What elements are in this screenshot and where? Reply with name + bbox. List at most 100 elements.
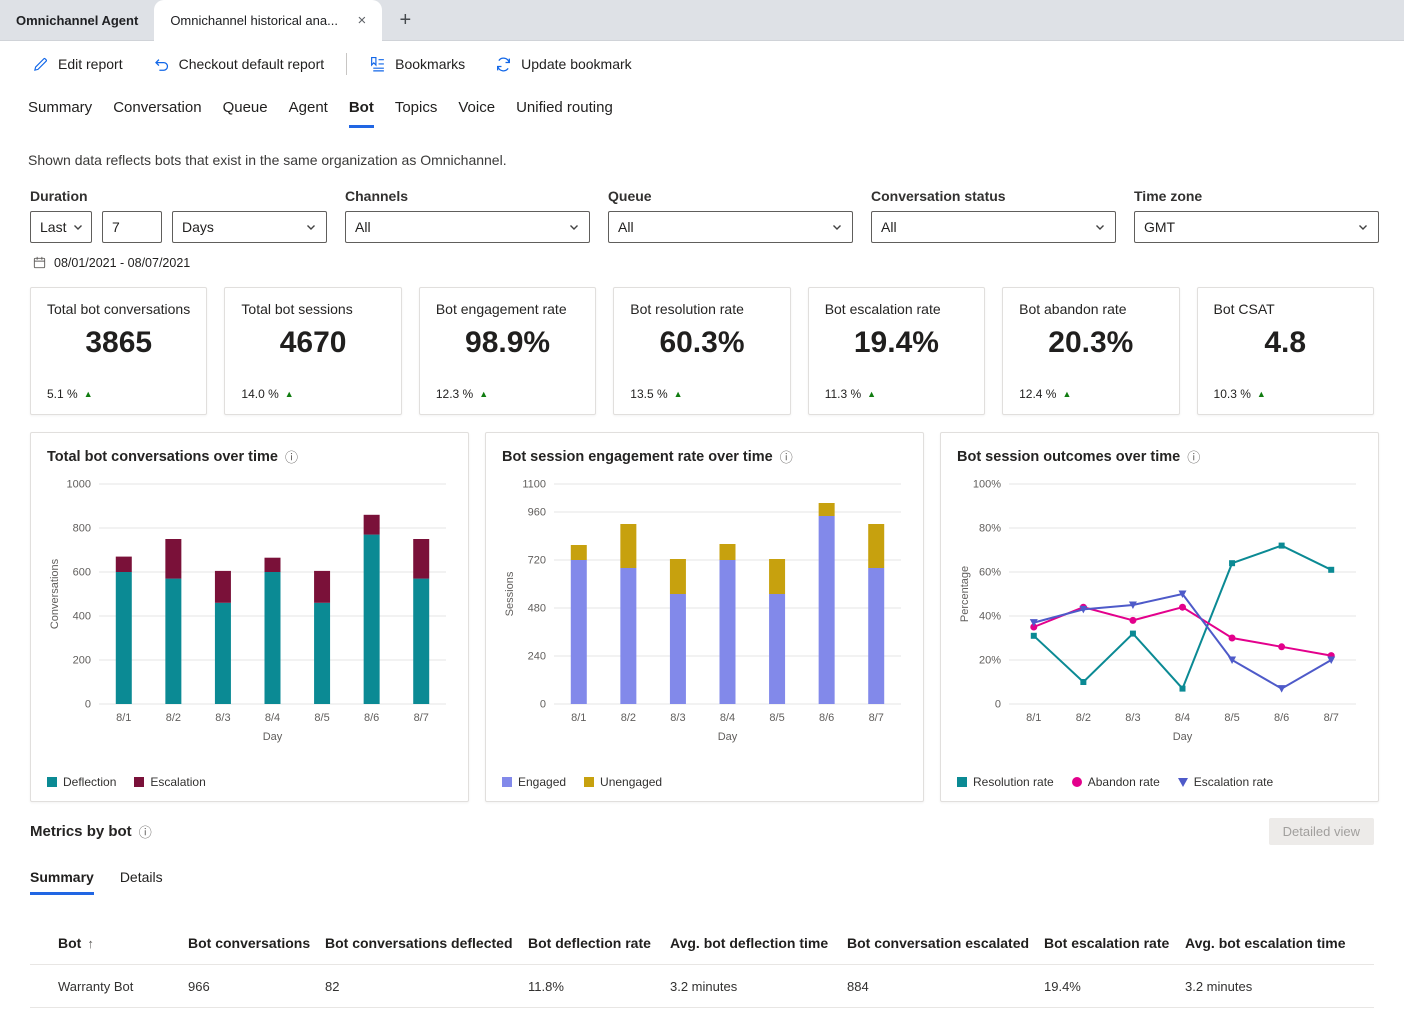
browser-tab-omnichannel-agent[interactable]: Omnichannel Agent (0, 0, 154, 40)
info-icon[interactable]: ⓘ (138, 825, 152, 840)
data-point[interactable] (1129, 630, 1136, 637)
bar-segment[interactable] (868, 524, 885, 568)
bar-segment[interactable] (818, 516, 835, 704)
browser-tab-historical-analytics[interactable]: Omnichannel historical ana... × (154, 0, 383, 41)
data-point[interactable] (1179, 603, 1186, 611)
data-point[interactable] (1277, 685, 1286, 693)
bar-segment[interactable] (669, 594, 686, 704)
data-point[interactable] (1079, 605, 1088, 614)
legend-item[interactable]: Engaged (502, 775, 566, 789)
kpi-total-bot-sessions[interactable]: Total bot sessions 4670 14.0 % ▲ (224, 287, 402, 415)
bar-segment[interactable] (818, 503, 835, 516)
kpi-total-bot-conversations[interactable]: Total bot conversations 3865 5.1 % ▲ (30, 287, 208, 415)
data-point[interactable] (1178, 590, 1187, 599)
data-point[interactable] (1129, 616, 1137, 624)
bar-segment[interactable] (115, 556, 132, 572)
tab-voice[interactable]: Voice (458, 99, 496, 116)
sort-asc-icon[interactable]: ↑ (87, 935, 94, 951)
legend-item[interactable]: Resolution rate (957, 775, 1054, 789)
data-point[interactable] (1328, 566, 1335, 573)
bar-segment[interactable] (115, 572, 132, 704)
column-header[interactable]: Avg. bot deflection time (670, 934, 829, 951)
column-header[interactable]: Bot conversations (188, 934, 311, 951)
tab-bot[interactable]: Bot (348, 99, 374, 128)
bar-segment[interactable] (413, 539, 430, 579)
bar-segment[interactable] (769, 594, 786, 704)
data-point[interactable] (1278, 542, 1285, 549)
legend-item[interactable]: Deflection (47, 775, 116, 789)
bar-segment[interactable] (868, 568, 885, 704)
queue-dropdown[interactable]: All (608, 211, 853, 243)
legend-item[interactable]: Escalation (134, 775, 206, 789)
legend-item[interactable]: Abandon rate (1071, 775, 1160, 789)
data-point[interactable] (1030, 623, 1038, 631)
bar-segment[interactable] (314, 570, 331, 603)
column-header[interactable]: Bot escalation rate (1044, 934, 1170, 951)
tab-unified-routing[interactable]: Unified routing (516, 99, 613, 116)
data-point[interactable] (1228, 634, 1236, 642)
kpi-bot-resolution-rate[interactable]: Bot resolution rate 60.3% 13.5 % ▲ (613, 287, 791, 415)
tab-queue[interactable]: Queue (222, 99, 268, 116)
conversation-status-dropdown[interactable]: All (871, 211, 1116, 243)
legend-item[interactable]: Escalation rate (1177, 775, 1273, 789)
bar-segment[interactable] (314, 602, 331, 704)
metrics-tab-details[interactable]: Details (119, 869, 163, 885)
channels-dropdown[interactable]: All (345, 211, 590, 243)
data-point[interactable] (1278, 643, 1286, 651)
bar-segment[interactable] (719, 544, 736, 560)
bar-segment[interactable] (264, 572, 281, 704)
bar-segment[interactable] (413, 578, 430, 704)
bar-segment[interactable] (719, 560, 736, 704)
column-header[interactable]: Avg. bot escalation time (1185, 934, 1346, 951)
checkout-default-report-button[interactable]: Checkout default report (153, 56, 324, 73)
detailed-view-button[interactable]: Detailed view (1268, 818, 1374, 845)
bar-segment[interactable] (264, 557, 281, 572)
tab-agent[interactable]: Agent (288, 99, 328, 116)
tab-topics[interactable]: Topics (394, 99, 438, 116)
bar-segment[interactable] (669, 559, 686, 594)
bar-segment[interactable] (620, 568, 637, 704)
data-point[interactable] (1030, 632, 1037, 639)
new-tab-icon[interactable]: + (399, 8, 412, 31)
bar-segment[interactable] (620, 524, 637, 568)
kpi-bot-escalation-rate[interactable]: Bot escalation rate 19.4% 11.3 % ▲ (807, 287, 986, 415)
bar-segment[interactable] (769, 559, 786, 594)
info-icon[interactable]: ⓘ (284, 450, 298, 465)
data-point[interactable] (1179, 685, 1186, 692)
bar-segment[interactable] (570, 560, 587, 704)
table-row[interactable]: Warranty Bot 966 82 11.8% 3.2 minutes 884 19.4… (30, 965, 1374, 1008)
timezone-dropdown[interactable]: GMT (1134, 211, 1379, 243)
bar-segment[interactable] (570, 545, 587, 560)
duration-last-dropdown[interactable]: Last (30, 211, 92, 243)
update-bookmark-button[interactable]: Update bookmark (495, 56, 632, 73)
duration-unit-dropdown[interactable]: Days (172, 211, 327, 243)
legend-item[interactable]: Unengaged (584, 775, 662, 789)
edit-report-button[interactable]: Edit report (32, 56, 123, 73)
tab-summary[interactable]: Summary (28, 99, 93, 116)
column-header[interactable]: Bot deflection rate (528, 934, 651, 951)
column-header[interactable]: Bot conversations deflected (325, 934, 513, 951)
duration-number-input[interactable]: 7 (102, 211, 162, 243)
info-icon[interactable]: ⓘ (779, 450, 793, 465)
column-header[interactable]: Bot ↑ (58, 934, 94, 951)
bar-segment[interactable] (363, 534, 380, 704)
kpi-bot-csat[interactable]: Bot CSAT 4.8 10.3 % ▲ (1196, 287, 1374, 415)
close-icon[interactable]: × (357, 12, 367, 29)
bar-segment[interactable] (165, 539, 182, 579)
kpi-bot-engagement-rate[interactable]: Bot engagement rate 98.9% 12.3 % ▲ (418, 287, 597, 415)
info-icon[interactable]: ⓘ (1187, 450, 1201, 465)
bookmarks-button[interactable]: Bookmarks (369, 56, 465, 73)
kpi-bot-abandon-rate[interactable]: Bot abandon rate 20.3% 12.4 % ▲ (1002, 287, 1180, 415)
data-point[interactable] (1228, 656, 1237, 665)
metrics-tab-summary[interactable]: Summary (30, 869, 94, 895)
column-header[interactable]: Bot conversation escalated (847, 934, 1030, 951)
data-point[interactable] (1229, 560, 1236, 567)
tab-conversation[interactable]: Conversation (113, 99, 202, 116)
bar-segment[interactable] (214, 570, 231, 603)
bar-segment[interactable] (214, 602, 231, 704)
data-point[interactable] (1128, 601, 1137, 610)
data-point[interactable] (1327, 656, 1336, 665)
data-point[interactable] (1029, 619, 1038, 627)
bar-segment[interactable] (363, 514, 380, 535)
bar-segment[interactable] (165, 578, 182, 704)
